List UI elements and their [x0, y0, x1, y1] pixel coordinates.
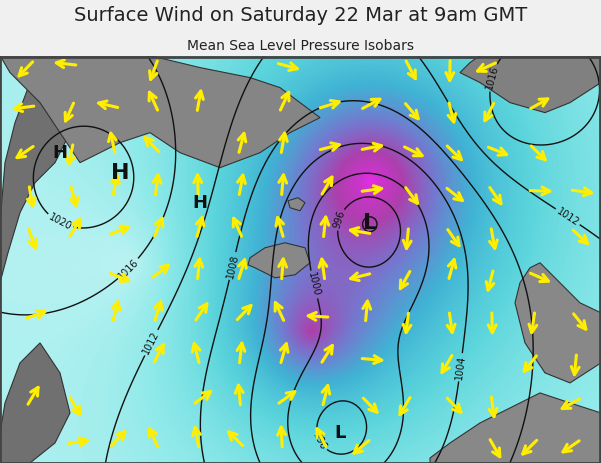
- Text: 1012: 1012: [141, 330, 161, 356]
- Text: 1020: 1020: [46, 212, 73, 232]
- Text: 1004: 1004: [454, 355, 467, 380]
- Text: 996: 996: [311, 431, 329, 451]
- Text: 996: 996: [332, 209, 347, 230]
- Text: Surface Wind on Saturday 22 Mar at 9am GMT: Surface Wind on Saturday 22 Mar at 9am G…: [74, 6, 527, 25]
- Text: L: L: [363, 213, 377, 233]
- Text: 1012: 1012: [555, 206, 581, 228]
- Polygon shape: [460, 56, 601, 113]
- Text: 1008: 1008: [225, 253, 240, 279]
- Polygon shape: [0, 56, 320, 168]
- Text: 1016: 1016: [116, 257, 141, 281]
- Polygon shape: [430, 393, 601, 463]
- Text: Mean Sea Level Pressure Isobars: Mean Sea Level Pressure Isobars: [187, 38, 414, 53]
- Polygon shape: [515, 263, 601, 383]
- Polygon shape: [248, 243, 310, 278]
- Text: 1016: 1016: [484, 64, 500, 91]
- Text: L: L: [334, 424, 346, 442]
- Text: H: H: [111, 163, 129, 183]
- Text: 1000: 1000: [307, 271, 322, 298]
- Text: H: H: [192, 194, 207, 212]
- Text: H: H: [52, 144, 67, 162]
- Polygon shape: [0, 343, 70, 463]
- Polygon shape: [0, 56, 80, 463]
- Polygon shape: [288, 198, 305, 211]
